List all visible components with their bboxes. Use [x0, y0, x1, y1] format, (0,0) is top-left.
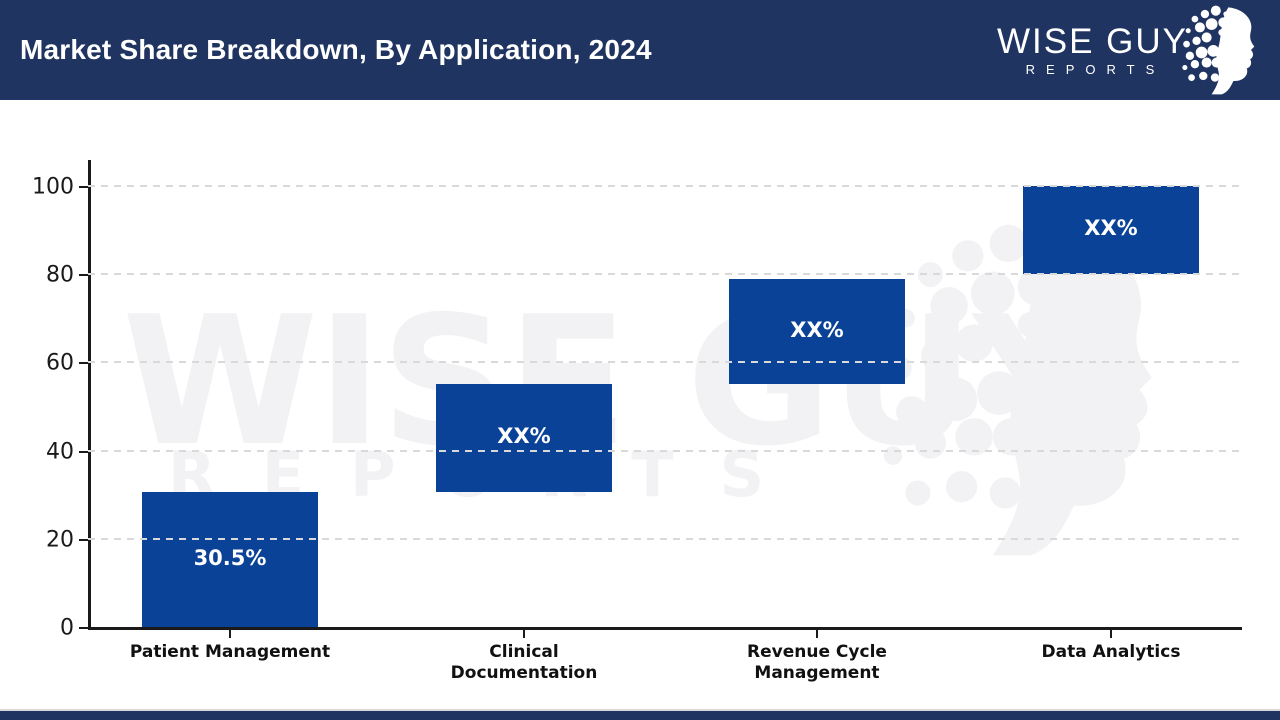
bar-value-label: XX% [790, 317, 844, 342]
bar-segment [1023, 186, 1199, 275]
y-tick-label: 0 [60, 615, 74, 641]
logo-wordmark: WISE GUY [996, 21, 1188, 61]
gridline [88, 449, 1242, 452]
page-title: Market Share Breakdown, By Application, … [20, 34, 652, 65]
bar-segment [436, 384, 612, 493]
header-banner: Market Share Breakdown, By Application, … [0, 0, 1280, 100]
y-tick-label: 20 [46, 527, 74, 553]
x-category-label: Revenue Cycle Management [747, 642, 887, 684]
x-category-label: Data Analytics [1041, 642, 1181, 662]
y-tick-mark [79, 450, 88, 453]
bar-value-label: XX% [1084, 216, 1138, 241]
y-tick-label: 40 [46, 439, 74, 465]
x-tick-mark [816, 630, 818, 638]
x-tick-mark [1110, 630, 1112, 638]
x-category-label: Patient Management [129, 642, 331, 662]
logo-text: WISE GUY REPORTS [997, 24, 1188, 77]
gridline [88, 273, 1242, 276]
y-tick-mark [79, 538, 88, 541]
y-tick-mark [79, 274, 88, 277]
gridline [88, 537, 1242, 540]
bar-segment [142, 492, 318, 627]
gridline [88, 361, 1242, 364]
y-tick-mark [79, 362, 88, 365]
logo-subtitle: REPORTS [1025, 61, 1166, 77]
bar-value-label: 30.5% [193, 545, 267, 570]
wise-guy-reports-logo: WISE GUY REPORTS [997, 4, 1280, 96]
y-tick-label: 60 [46, 350, 74, 376]
y-tick-mark [79, 186, 88, 188]
x-axis-line [88, 627, 1242, 630]
y-tick-label: 80 [46, 262, 74, 288]
gridline [88, 185, 1242, 187]
y-tick-label: 100 [32, 174, 74, 200]
x-tick-mark [523, 630, 525, 638]
x-tick-mark [229, 630, 231, 638]
chart-area: WISE GUY REPORTS 02040608010030.5%Patien… [0, 100, 1280, 709]
x-category-label: Clinical Documentation [450, 642, 598, 684]
y-tick-mark [79, 627, 88, 629]
footer-bar [0, 709, 1280, 720]
bar-segment [729, 278, 905, 385]
y-axis-line [88, 160, 91, 630]
dotted-head-icon [1182, 5, 1255, 95]
bar-value-label: XX% [497, 424, 551, 449]
